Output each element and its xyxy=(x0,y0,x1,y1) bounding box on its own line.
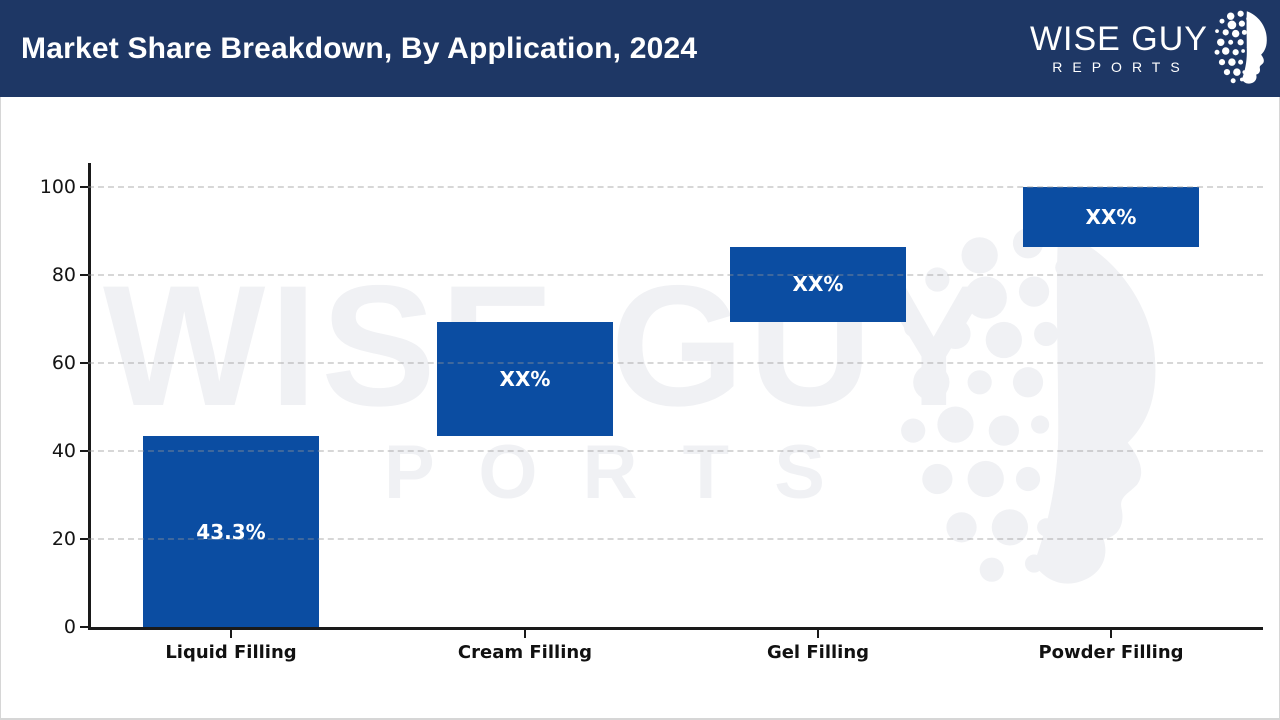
y-tick-label: 80 xyxy=(51,264,76,286)
gridline xyxy=(88,538,1263,540)
wiseguy-wordmark: WISE GUY xyxy=(1029,20,1208,58)
x-category-label: Powder Filling xyxy=(1038,642,1184,663)
y-tick-mark xyxy=(80,186,88,188)
x-tick-mark xyxy=(524,630,526,638)
y-tick-label: 0 xyxy=(63,616,76,638)
x-category-label: Cream Filling xyxy=(457,642,593,663)
gridline xyxy=(88,450,1263,452)
x-tick-mark xyxy=(817,630,819,638)
bar-value-label: XX% xyxy=(499,367,551,392)
y-tick-label: 20 xyxy=(51,528,76,550)
y-tick-label: 60 xyxy=(51,352,76,374)
chart-area: WISE GUY P O R T S 0 20 40 60 80 100 43.3% Liqu… xyxy=(0,97,1280,720)
header-bar: Market Share Breakdown, By Application, … xyxy=(0,0,1280,97)
bar-value-label: XX% xyxy=(792,272,844,297)
y-tick-label: 100 xyxy=(39,176,76,198)
reports-wordmark: REPORTS xyxy=(1052,59,1190,75)
watermark-text-line2: P O R T S xyxy=(384,430,837,515)
y-tick-mark xyxy=(80,626,88,628)
bar-powder-filling xyxy=(1023,187,1199,247)
y-tick-mark xyxy=(80,538,88,540)
page-title: Market Share Breakdown, By Application, … xyxy=(21,31,698,65)
x-category-label: Gel Filling xyxy=(766,642,870,663)
watermark-face-dots-icon xyxy=(889,225,1161,600)
face-dots-icon xyxy=(1212,10,1268,87)
y-tick-label: 40 xyxy=(51,440,76,462)
y-axis-line xyxy=(88,163,91,630)
x-axis-line xyxy=(88,627,1263,630)
gridline xyxy=(88,274,1263,276)
plot-area: 0 20 40 60 80 100 43.3% Liquid Filling XX% Cream … xyxy=(1,97,1279,718)
brand-wordmarks: WISE GUY REPORTS xyxy=(1030,22,1208,75)
x-tick-mark xyxy=(230,630,232,638)
bar-value-label: 43.3% xyxy=(196,519,266,544)
bar-gel-filling xyxy=(730,246,906,323)
gridline xyxy=(88,186,1263,188)
bar-cream-filling xyxy=(437,322,613,437)
x-tick-mark xyxy=(1110,630,1112,638)
y-tick-mark xyxy=(80,362,88,364)
gridline xyxy=(88,362,1263,364)
y-tick-mark xyxy=(80,274,88,276)
bar-value-label: XX% xyxy=(1085,204,1137,229)
y-tick-mark xyxy=(80,450,88,452)
x-category-label: Liquid Filling xyxy=(165,642,297,663)
bar-liquid-filling xyxy=(143,436,319,627)
brand-logo: WISE GUY REPORTS xyxy=(1030,10,1280,87)
